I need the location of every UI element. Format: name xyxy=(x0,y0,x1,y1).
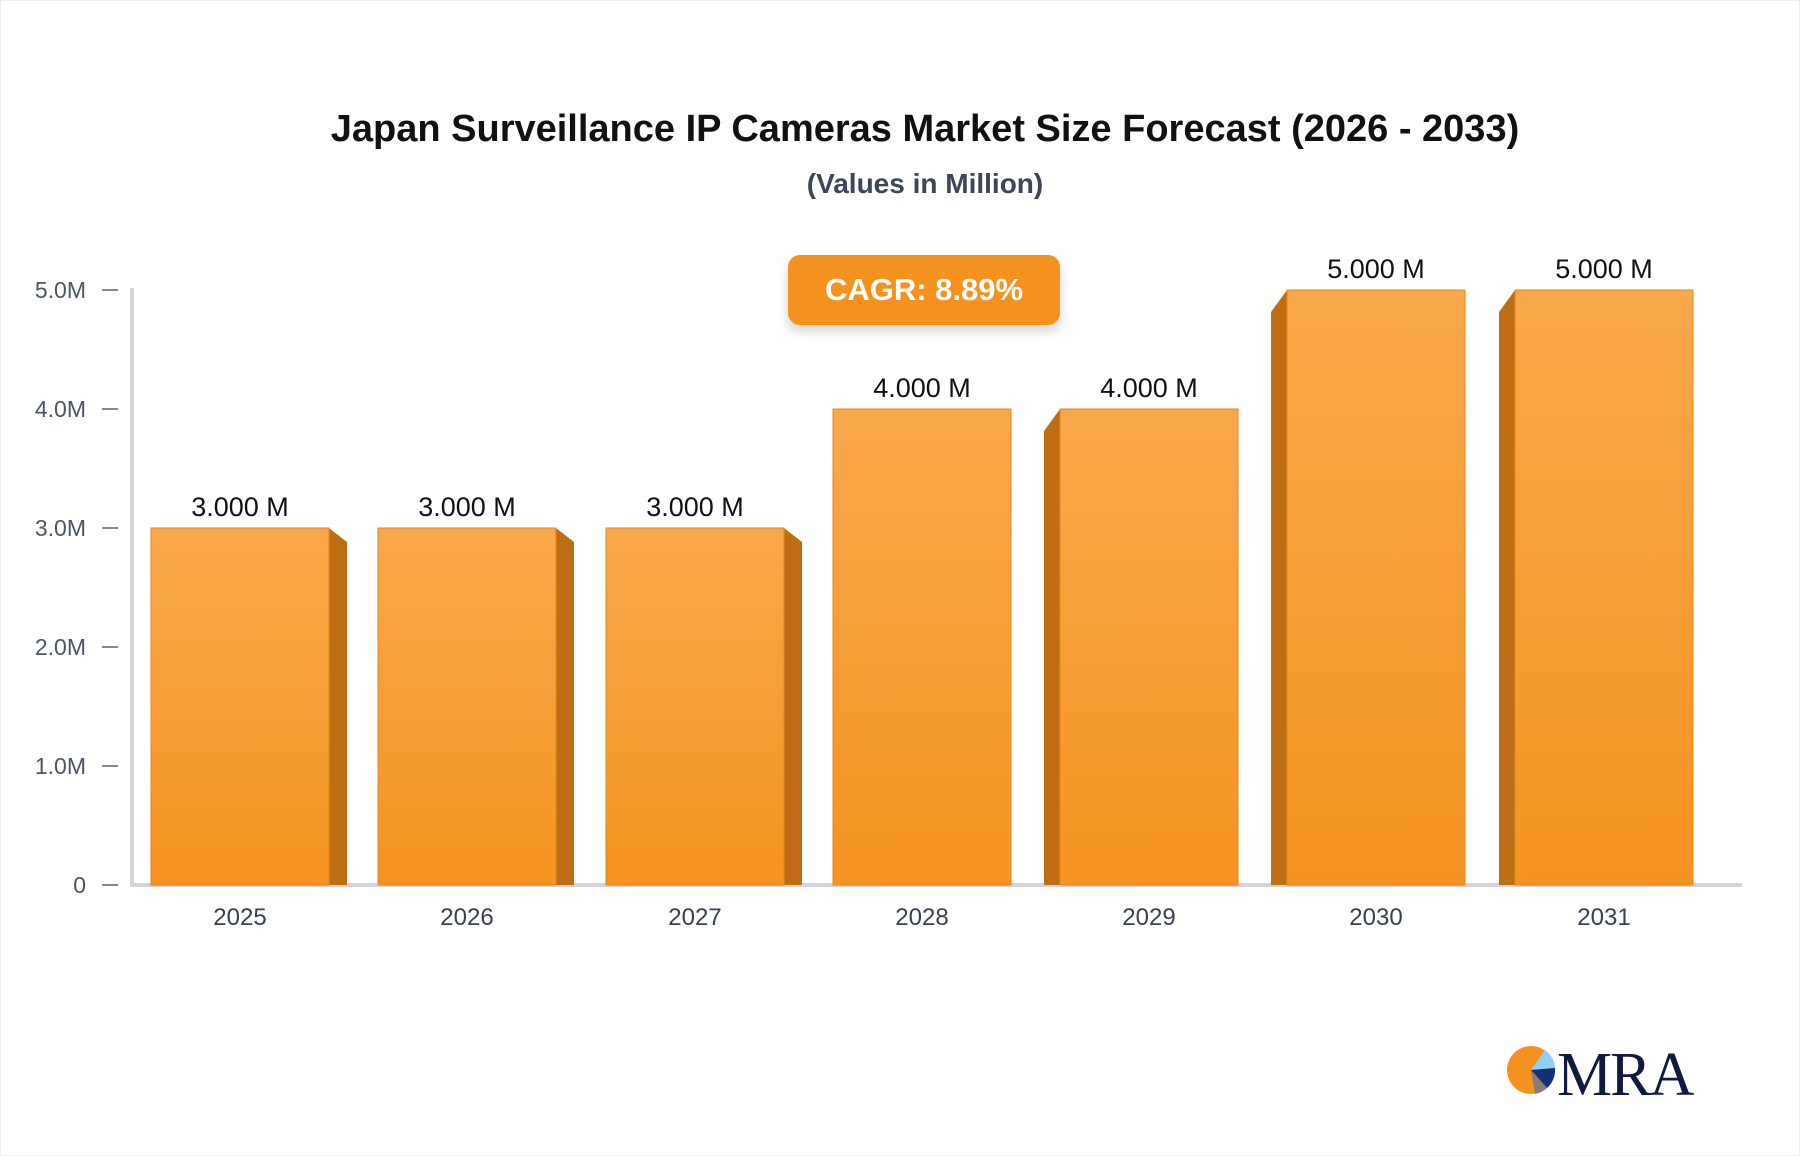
x-tick-label: 2026 xyxy=(440,904,493,931)
x-tick-label: 2030 xyxy=(1349,904,1402,931)
bar-side xyxy=(1499,290,1515,885)
y-tick-label: 4.0M xyxy=(35,396,86,422)
data-label: 4.000 M xyxy=(1100,373,1198,403)
chart-subtitle: (Values in Million) xyxy=(806,168,1044,199)
bar-2025 xyxy=(150,527,330,886)
bar-2031 xyxy=(1514,289,1694,886)
x-tick-label: 2029 xyxy=(1122,904,1175,931)
x-tick-label: 2025 xyxy=(213,904,266,931)
y-tick-label: 5.0M xyxy=(35,277,86,303)
bar-side xyxy=(329,528,347,885)
data-label: 4.000 M xyxy=(873,373,971,403)
bar-2028 xyxy=(832,408,1012,886)
mra-logo: MRA xyxy=(1505,1041,1705,1109)
bar-2027 xyxy=(605,527,785,886)
bar-side xyxy=(1044,409,1060,885)
data-label: 3.000 M xyxy=(191,492,289,522)
x-tick-label: 2027 xyxy=(668,904,721,931)
bar-2029 xyxy=(1059,408,1239,886)
cagr-badge: CAGR: 8.89% xyxy=(788,255,1060,325)
y-tick-label: 0 xyxy=(73,872,86,898)
y-tick-label: 2.0M xyxy=(35,634,86,660)
y-tick-label: 1.0M xyxy=(35,753,86,779)
y-tick-label: 3.0M xyxy=(35,515,86,541)
chart-title: Japan Surveillance IP Cameras Market Siz… xyxy=(330,108,1520,150)
x-tick-label: 2031 xyxy=(1577,904,1630,931)
bar-2026 xyxy=(377,527,557,886)
data-label: 3.000 M xyxy=(418,492,516,522)
pie-logo-icon xyxy=(1507,1046,1556,1094)
bar-side xyxy=(784,528,802,885)
logo-text: MRA xyxy=(1557,1041,1694,1109)
data-label: 3.000 M xyxy=(646,492,744,522)
bar-side xyxy=(1271,290,1287,885)
bar-2030 xyxy=(1286,289,1466,886)
data-label: 5.000 M xyxy=(1555,254,1653,284)
data-label: 5.000 M xyxy=(1327,254,1425,284)
x-tick-label: 2028 xyxy=(895,904,948,931)
bar-side xyxy=(556,528,574,885)
